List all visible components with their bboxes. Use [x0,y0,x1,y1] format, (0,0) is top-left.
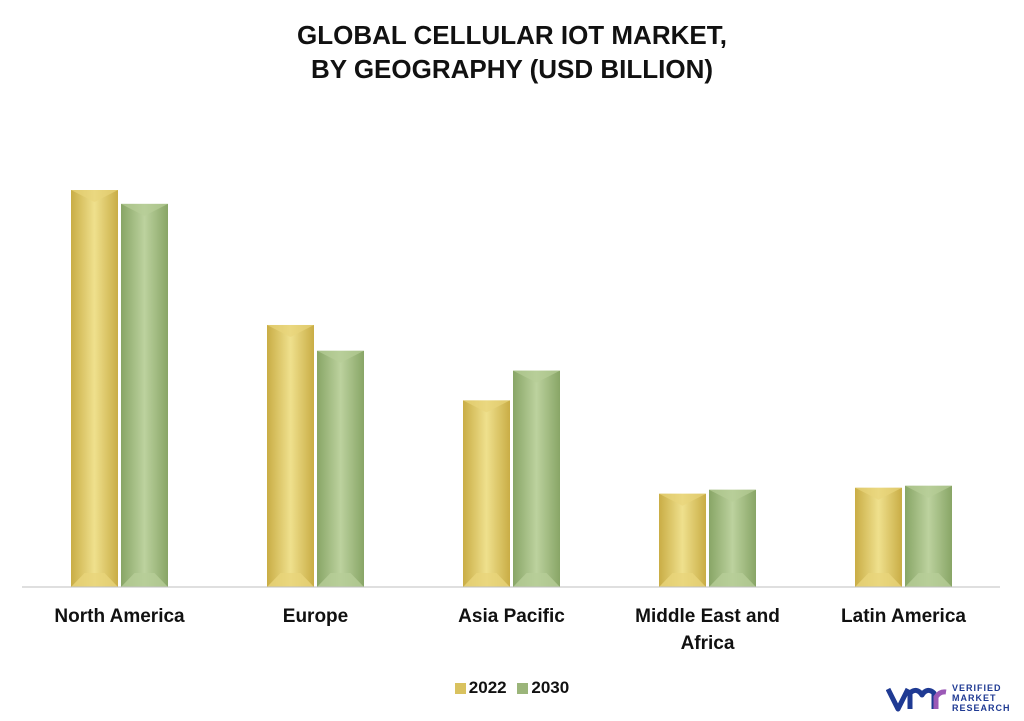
verified-market-research-logo: VERIFIED MARKET RESEARCH [885,683,1016,717]
vmr-logo-icon [885,687,947,712]
legend-swatch-2022 [454,682,466,694]
logo-text-verified: VERIFIED [952,683,1002,693]
bar-2022-europe [267,324,314,587]
bar-2030-asia-pacific [513,370,560,587]
bar-2022-north-america [71,190,118,587]
chart-title: GLOBAL CELLULAR IOT MARKET, BY GEOGRAPHY… [0,18,1024,86]
legend-item-2022: 2022 [454,678,507,698]
chart-title-line2: BY GEOGRAPHY (USD BILLION) [310,54,714,84]
bar-2030-europe [317,350,364,587]
category-label: Europe [282,606,349,627]
category-label: Asia Pacific [458,606,565,627]
bar-2022-latin-america [855,487,902,587]
legend-label-2022: 2022 [468,678,507,697]
category-label: North America [54,606,185,627]
bar-2030-middle-east-and-africa [709,489,756,587]
bar-2030-north-america [121,203,168,587]
bar-2030-latin-america [905,485,952,587]
logo-text-research: RESEARCH [952,703,1011,713]
legend-label-2030: 2030 [531,678,570,697]
category-label: Middle East and Africa [635,606,780,654]
bar-2022-asia-pacific [463,400,510,587]
logo-text: VERIFIED MARKET RESEARCH [952,683,1011,713]
legend-swatch-2030 [517,682,529,694]
logo-text-market: MARKET [952,693,997,703]
category-label: Latin America [841,606,966,627]
legend: 2022 2030 [0,678,1024,699]
chart-title-line1: GLOBAL CELLULAR IOT MARKET, [297,20,727,50]
legend-item-2030: 2030 [517,678,569,698]
bar-2022-middle-east-and-africa [659,493,706,587]
